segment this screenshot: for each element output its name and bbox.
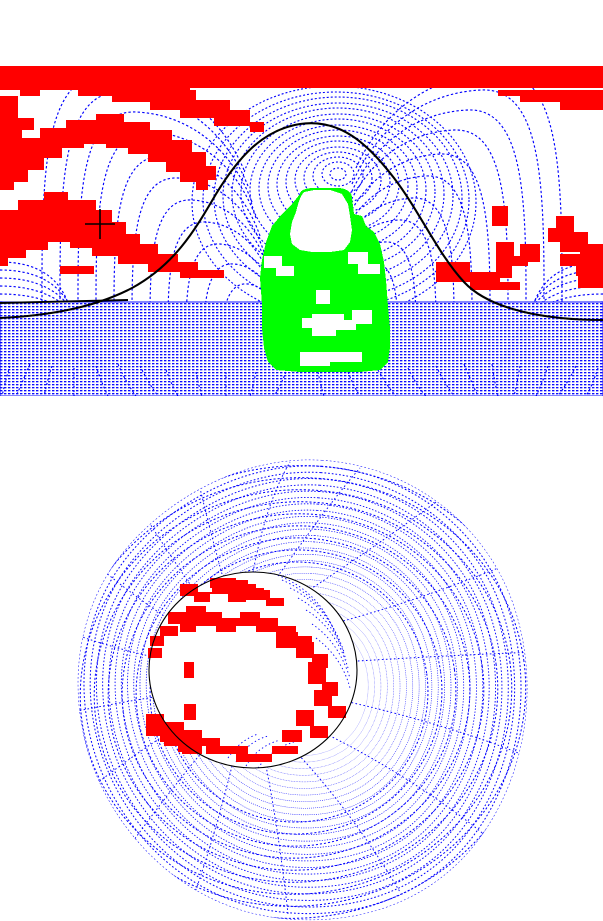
sphere-outline	[148, 571, 358, 769]
sphere-red-region	[146, 578, 346, 762]
red-region-group	[0, 66, 603, 290]
contour-brim-arcs	[60, 465, 541, 919]
bottom-panel-svg	[60, 440, 543, 921]
contour-radial-fan	[63, 461, 539, 915]
meridional-cut-panel	[0, 66, 603, 396]
contour-fan-bottom	[1, 363, 599, 396]
crosshair-marker	[85, 209, 115, 239]
green-region-holes	[264, 190, 380, 366]
lower-boundary-line	[0, 299, 129, 304]
sphere-limb-streamlines	[227, 573, 351, 769]
perspective-sphere-panel	[60, 440, 543, 921]
top-panel-svg	[0, 66, 603, 396]
separatrix-curves	[0, 122, 603, 322]
